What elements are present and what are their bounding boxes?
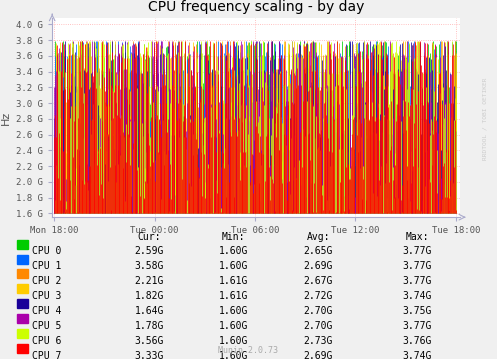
Text: 3.74G: 3.74G <box>403 291 432 301</box>
Text: 3.56G: 3.56G <box>134 336 164 346</box>
Text: CPU 6: CPU 6 <box>32 336 62 346</box>
Text: RRDTOOL / TOBI OETIKER: RRDTOOL / TOBI OETIKER <box>482 77 487 160</box>
Text: CPU 3: CPU 3 <box>32 291 62 301</box>
Text: 1.60G: 1.60G <box>219 336 248 346</box>
Text: 3.33G: 3.33G <box>134 351 164 359</box>
Text: 1.60G: 1.60G <box>219 351 248 359</box>
Text: Avg:: Avg: <box>306 232 330 242</box>
Text: 2.65G: 2.65G <box>303 246 333 256</box>
Text: 2.70G: 2.70G <box>303 321 333 331</box>
Text: 1.60G: 1.60G <box>219 306 248 316</box>
Text: 3.77G: 3.77G <box>403 261 432 271</box>
Text: CPU 0: CPU 0 <box>32 246 62 256</box>
Text: CPU 1: CPU 1 <box>32 261 62 271</box>
Text: 1.60G: 1.60G <box>219 246 248 256</box>
Text: CPU 7: CPU 7 <box>32 351 62 359</box>
Text: 3.58G: 3.58G <box>134 261 164 271</box>
Text: Munin 2.0.73: Munin 2.0.73 <box>219 346 278 355</box>
Text: 2.73G: 2.73G <box>303 336 333 346</box>
Text: 1.60G: 1.60G <box>219 261 248 271</box>
Text: 3.75G: 3.75G <box>403 306 432 316</box>
Text: 2.21G: 2.21G <box>134 276 164 286</box>
Title: CPU frequency scaling - by day: CPU frequency scaling - by day <box>148 0 364 14</box>
Text: 1.64G: 1.64G <box>134 306 164 316</box>
Text: 3.77G: 3.77G <box>403 321 432 331</box>
Text: 3.77G: 3.77G <box>403 246 432 256</box>
Text: 2.72G: 2.72G <box>303 291 333 301</box>
Text: CPU 4: CPU 4 <box>32 306 62 316</box>
Text: Max:: Max: <box>406 232 429 242</box>
Text: 1.61G: 1.61G <box>219 276 248 286</box>
Text: 2.69G: 2.69G <box>303 261 333 271</box>
Text: 1.61G: 1.61G <box>219 291 248 301</box>
Text: Cur:: Cur: <box>137 232 161 242</box>
Text: 2.70G: 2.70G <box>303 306 333 316</box>
Text: CPU 5: CPU 5 <box>32 321 62 331</box>
Text: 1.78G: 1.78G <box>134 321 164 331</box>
Text: CPU 2: CPU 2 <box>32 276 62 286</box>
Text: 2.67G: 2.67G <box>303 276 333 286</box>
Text: 2.59G: 2.59G <box>134 246 164 256</box>
Text: Min:: Min: <box>222 232 246 242</box>
Text: 3.74G: 3.74G <box>403 351 432 359</box>
Text: 1.60G: 1.60G <box>219 321 248 331</box>
Text: 3.77G: 3.77G <box>403 276 432 286</box>
Y-axis label: Hz: Hz <box>0 111 11 125</box>
Text: 1.82G: 1.82G <box>134 291 164 301</box>
Text: 2.69G: 2.69G <box>303 351 333 359</box>
Text: 3.76G: 3.76G <box>403 336 432 346</box>
